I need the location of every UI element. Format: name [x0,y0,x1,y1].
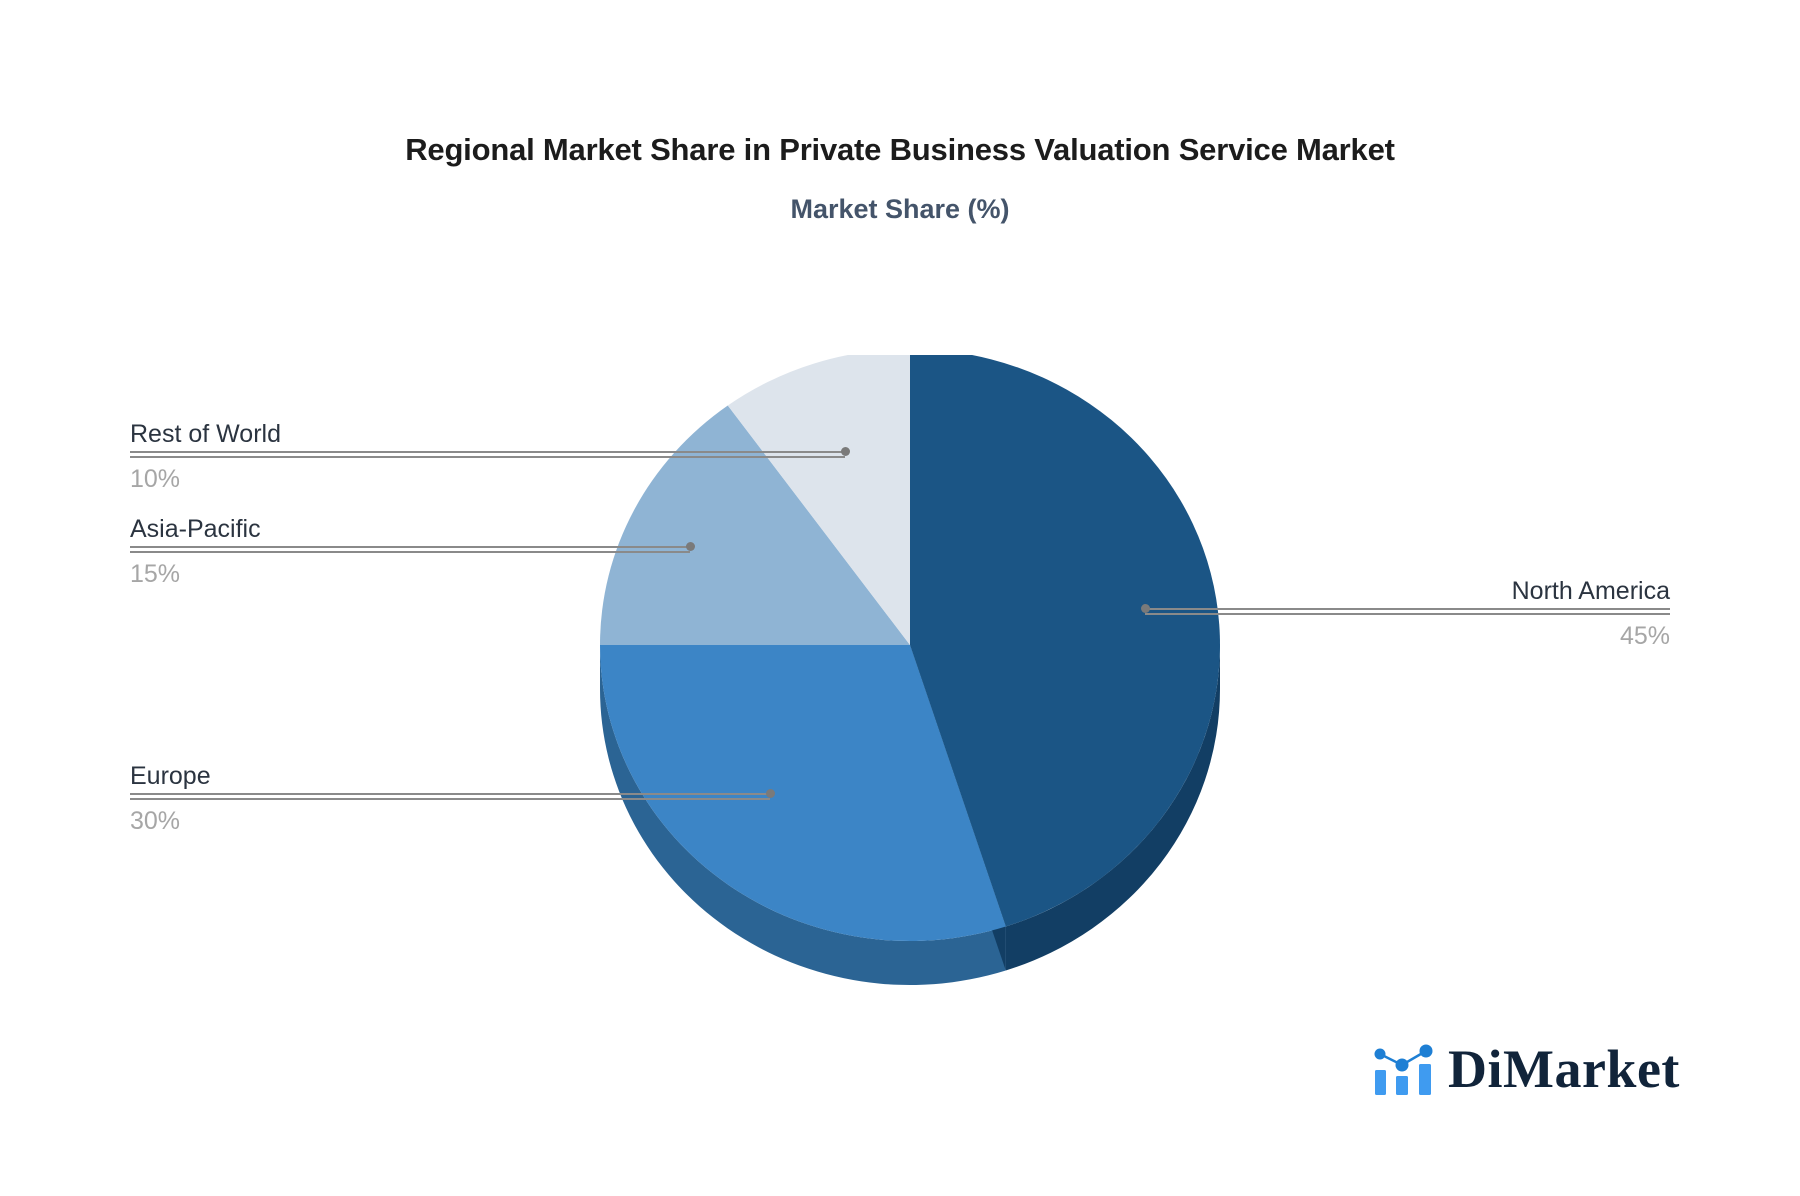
callout-rule-europe [130,798,770,800]
callout-label-rest-of-world: Rest of World [130,420,281,448]
pie-side-europe [600,645,1006,985]
pie-top-faces [600,355,1220,942]
chart-title: Regional Market Share in Private Busines… [405,132,1395,167]
callout-rule-rest-of-world [130,456,845,458]
callout-europe: Europe 30% [130,761,770,836]
leader-dot-europe [766,789,775,798]
pie-chart [600,355,1220,985]
pie-side-north-america [1005,645,1220,971]
pie-slice-rest-of-world[interactable] [727,355,910,645]
callout-asia-pacific: Asia-Pacific 15% [130,514,690,589]
brand-logo: DiMarket [1372,1040,1680,1098]
leader-line-rest-of-world [130,451,845,453]
leader-line-europe [130,793,770,795]
pie-slice-asia-pacific[interactable] [600,405,910,645]
callout-label-asia-pacific: Asia-Pacific [130,515,261,543]
leader-line-asia-pacific [130,546,690,548]
pie-slice-north-america[interactable] [910,355,1220,927]
bar-chart-dots-icon [1374,1044,1433,1095]
callout-north-america: North America 45% [1145,576,1670,651]
callout-value-north-america: 45% [1619,622,1670,650]
callout-rule-north-america [1145,613,1670,615]
leader-dot-asia-pacific [686,542,695,551]
callout-label-europe: Europe [130,762,211,790]
leader-line-north-america [1145,608,1670,610]
callout-rest-of-world: Rest of World 10% [130,419,845,494]
leader-dot-rest-of-world [841,447,850,456]
callout-label-north-america: North America [1511,577,1670,605]
brand-name: DiMarket [1448,1039,1680,1099]
callout-value-asia-pacific: 15% [130,560,181,588]
pie-slice-europe[interactable] [600,645,1006,942]
leader-dot-north-america [1141,604,1150,613]
callout-value-rest-of-world: 10% [130,465,181,493]
callout-value-europe: 30% [130,807,181,835]
callout-rule-asia-pacific [130,551,690,553]
chart-subtitle: Market Share (%) [790,194,1010,224]
